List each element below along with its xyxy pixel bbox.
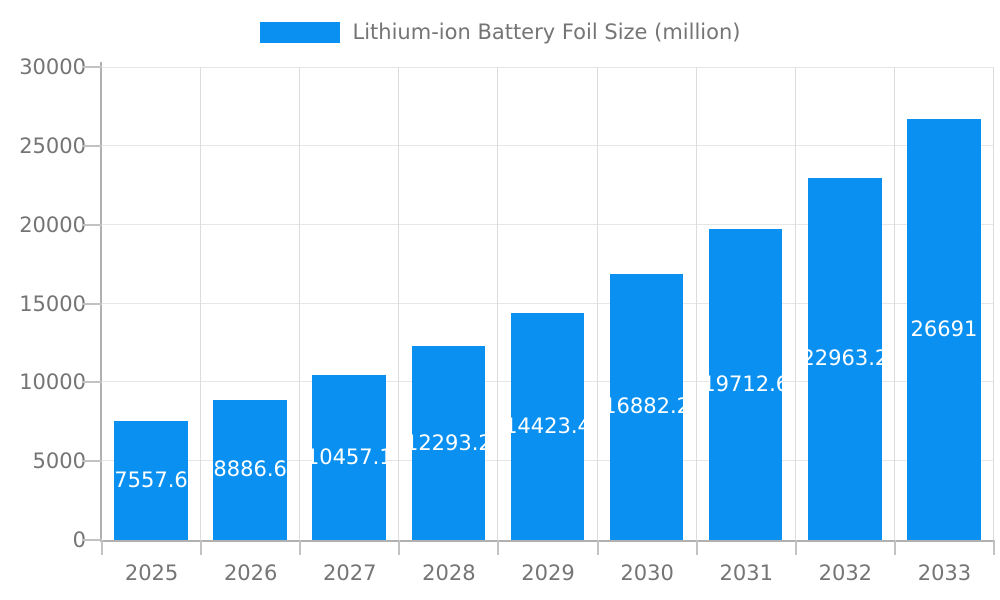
y-axis-tick	[82, 539, 102, 541]
y-axis-tick-label: 25000	[19, 133, 86, 158]
x-axis-category-label: 2025	[124, 561, 179, 585]
bar[interactable]: 7557.6	[114, 420, 188, 540]
bar-value-label: 14423.4	[510, 413, 585, 438]
bar-value-label: 7557.6	[114, 467, 188, 492]
y-axis-tick-label: 5000	[32, 449, 86, 474]
y-axis-line	[100, 62, 102, 540]
bar[interactable]: 12293.2	[411, 346, 486, 540]
category-cell: 8886.6	[201, 67, 301, 540]
x-axis-line	[100, 540, 994, 542]
x-axis-category-label: 2029	[521, 561, 575, 585]
y-axis-tick-label: 15000	[19, 291, 86, 316]
y-axis-tick	[82, 223, 102, 226]
category-cell: 10457.1	[300, 67, 400, 540]
bar[interactable]: 22963.2	[808, 177, 882, 540]
gridline-horizontal	[102, 223, 994, 225]
x-axis-tick	[695, 540, 698, 555]
bar[interactable]: 26691	[907, 119, 981, 540]
y-axis-tick	[82, 381, 102, 384]
x-axis-tick	[497, 540, 500, 555]
category-cell: 22963.2	[796, 67, 895, 540]
gridline-horizontal	[102, 144, 994, 146]
y-axis-tick-label: 30000	[19, 55, 86, 79]
bar[interactable]: 19712.6	[708, 229, 783, 540]
x-axis-category-label: 2031	[719, 561, 773, 585]
x-axis-category-label: 2030	[620, 561, 674, 585]
x-axis-category-label: 2027	[323, 561, 377, 585]
x-axis-tick	[794, 540, 797, 555]
x-axis-category-label: 2028	[422, 561, 476, 585]
x-axis-category-label: 2032	[818, 561, 873, 585]
bar[interactable]: 14423.4	[510, 312, 585, 540]
y-axis-tick	[82, 302, 102, 305]
x-axis-tick	[893, 540, 896, 555]
legend-swatch-icon	[259, 21, 340, 43]
y-axis-tick	[82, 460, 102, 463]
x-axis-tick	[200, 540, 203, 555]
y-axis-tick-label: 10000	[19, 370, 86, 395]
bar-value-label: 12293.2	[411, 430, 486, 455]
legend-series-label: Lithium-ion Battery Foil Size (million)	[352, 20, 741, 44]
bar-value-label: 16882.2	[609, 394, 684, 419]
bar-value-label: 10457.1	[312, 445, 387, 470]
y-axis-tick	[82, 66, 102, 68]
x-axis-tick	[596, 540, 599, 555]
bar-value-label: 22963.2	[808, 346, 882, 371]
bar[interactable]: 16882.2	[609, 273, 684, 540]
bar-value-label: 26691	[910, 317, 978, 342]
category-cell: 16882.2	[598, 67, 697, 540]
bar[interactable]: 8886.6	[213, 399, 287, 540]
bar[interactable]: 10457.1	[312, 375, 387, 540]
bar-value-label: 19712.6	[708, 372, 783, 397]
plot-area: 7557.6 8886.6 10457.1 12293.2 14423.4 16882.2…	[102, 67, 994, 540]
category-cell: 7557.6	[102, 67, 202, 540]
category-cell: 26691	[895, 67, 994, 540]
y-axis-tick	[82, 144, 102, 147]
x-axis-tick	[993, 540, 995, 555]
x-axis-category-label: 2033	[917, 561, 972, 585]
category-cell: 14423.4	[498, 67, 598, 540]
gridline-horizontal	[102, 67, 994, 68]
x-axis-category-label: 2026	[223, 561, 278, 585]
y-axis-tick-label: 20000	[19, 212, 86, 237]
x-axis-tick	[299, 540, 302, 555]
category-cell: 12293.2	[399, 67, 499, 540]
bar-value-label: 8886.6	[213, 457, 287, 482]
y-axis-tick-label: 0	[72, 528, 86, 552]
gridline-horizontal	[102, 302, 994, 304]
category-cell: 19712.6	[697, 67, 796, 540]
x-axis-tick	[398, 540, 401, 555]
legend[interactable]: Lithium-ion Battery Foil Size (million)	[0, 20, 1000, 44]
x-axis-tick	[101, 540, 103, 555]
